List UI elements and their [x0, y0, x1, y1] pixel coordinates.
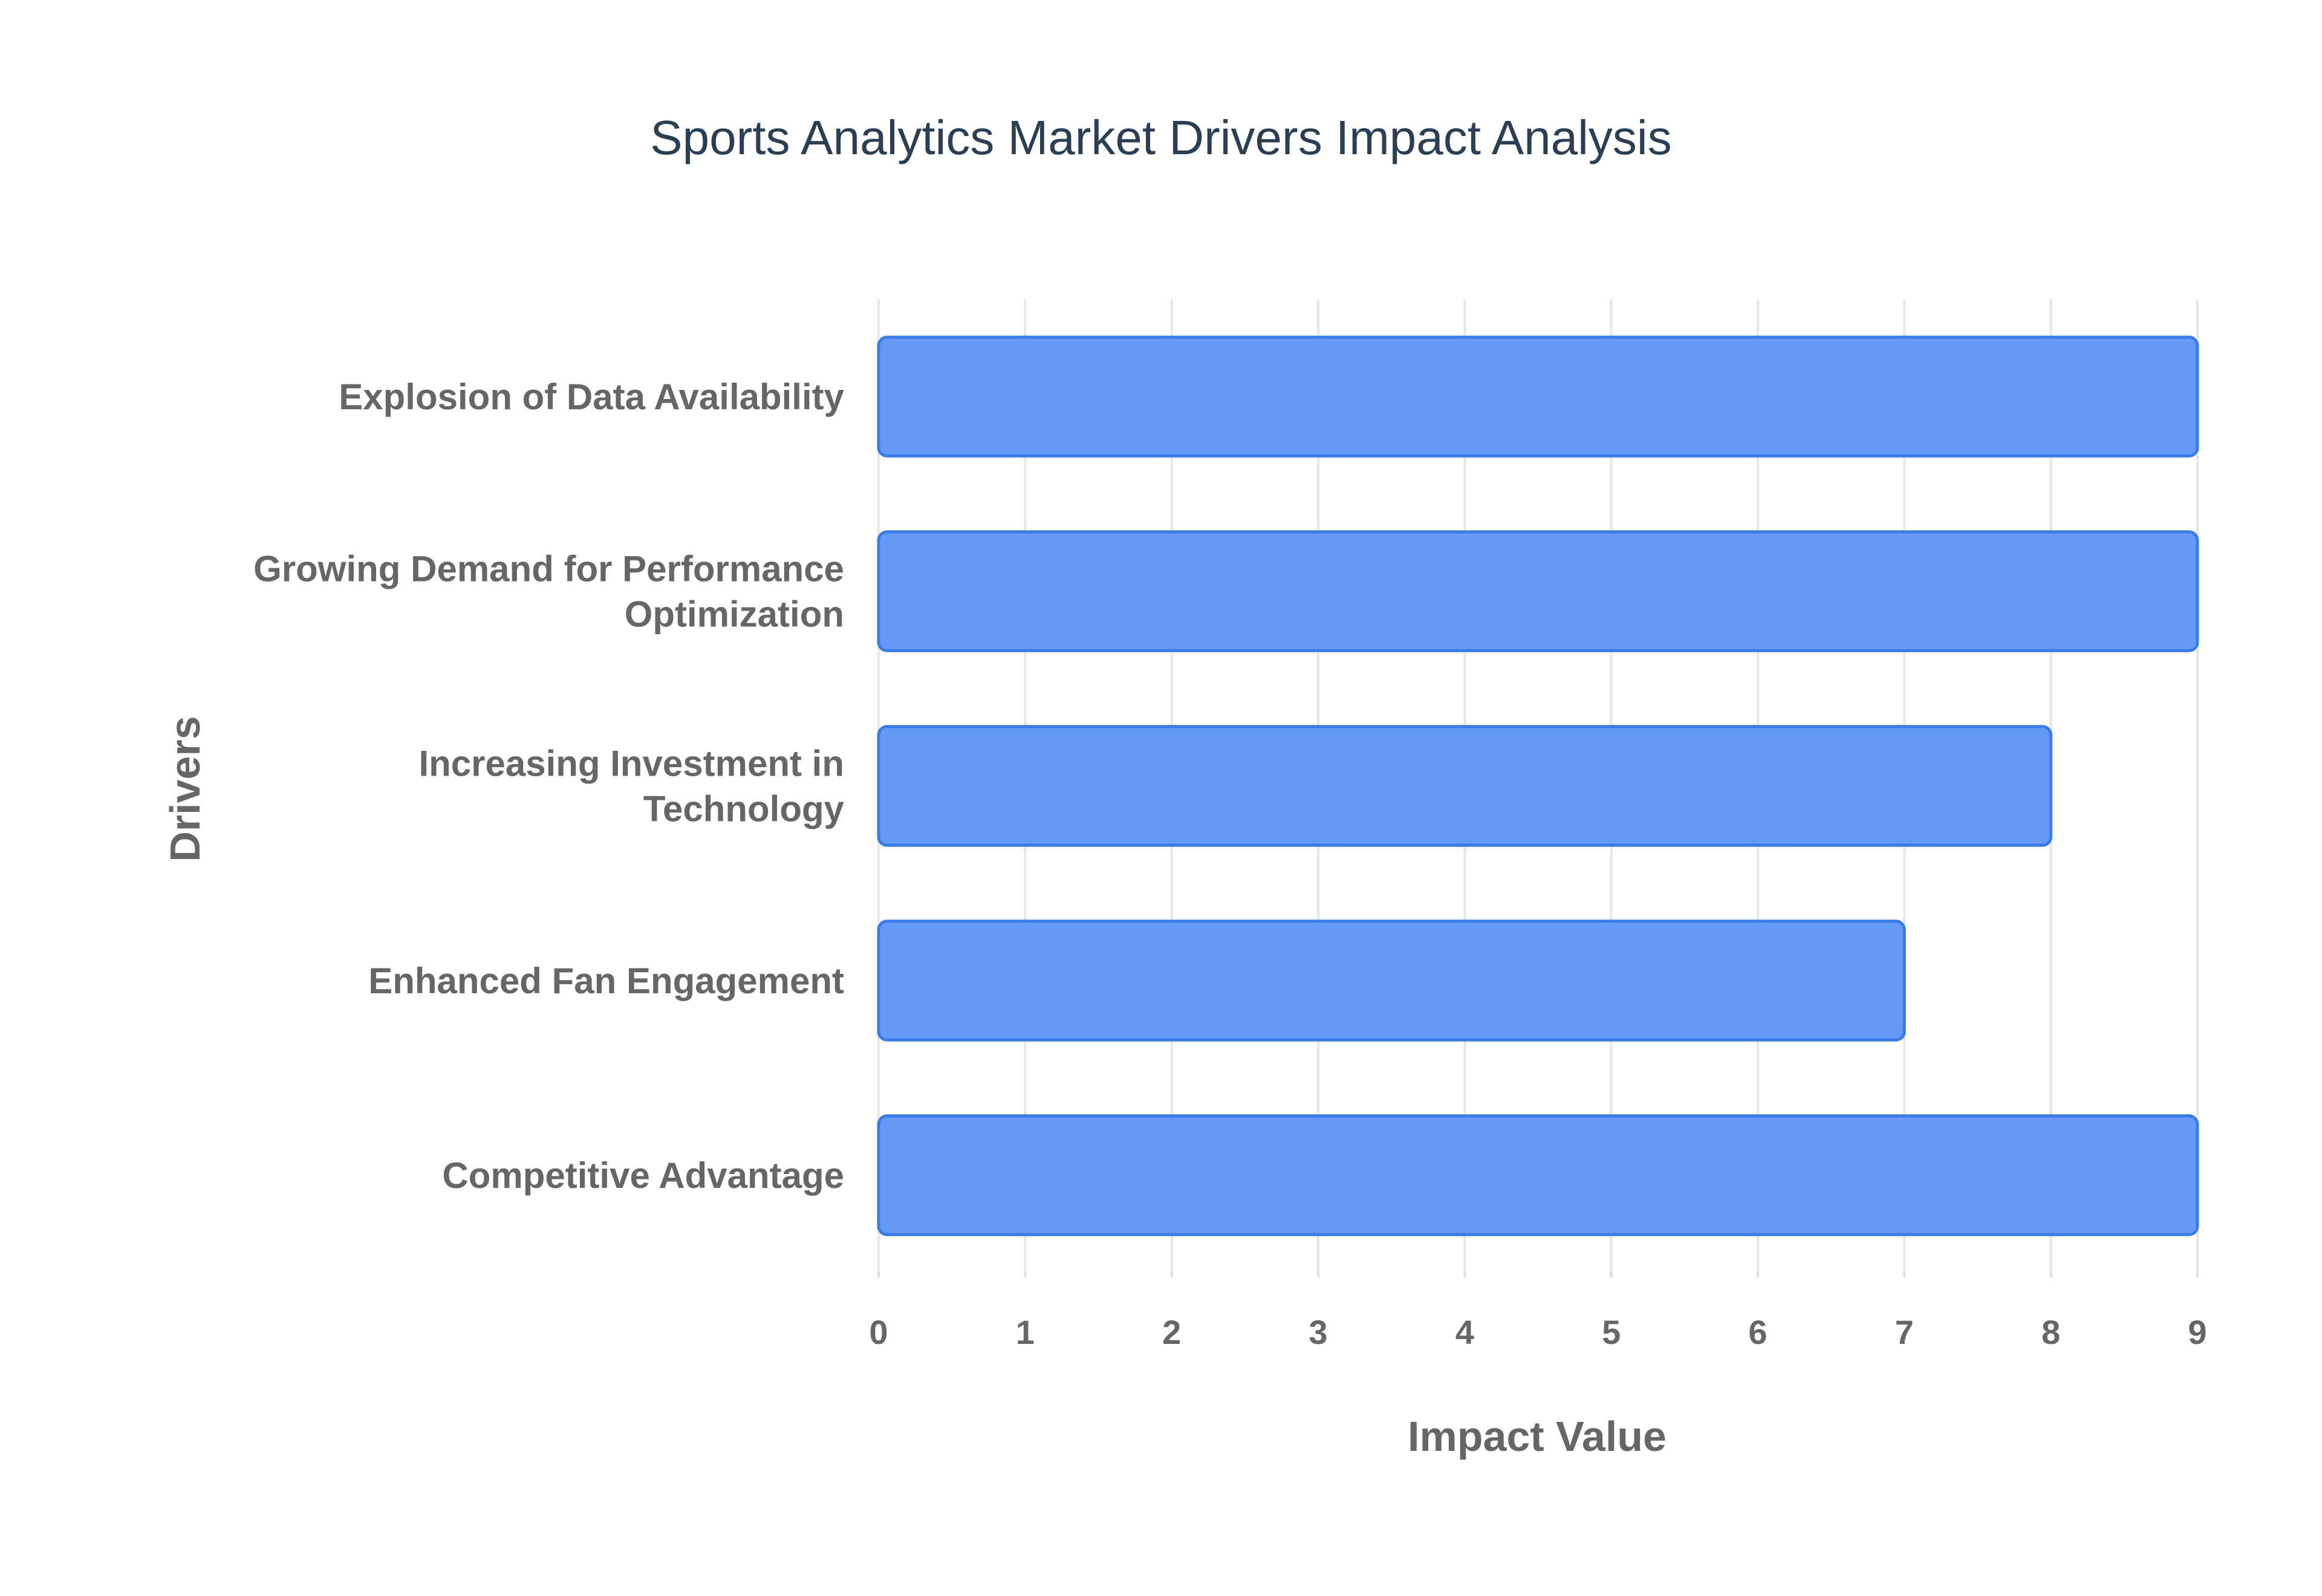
chart-title: Sports Analytics Market Drivers Impact A… — [650, 111, 1671, 164]
bars — [877, 336, 2199, 1236]
x-tick-label: 4 — [1455, 1313, 1474, 1351]
bar — [877, 920, 1906, 1042]
x-tick-label: 2 — [1162, 1313, 1181, 1351]
x-tick-label: 5 — [1602, 1313, 1621, 1351]
x-tick-label: 7 — [1895, 1313, 1914, 1351]
x-axis-title: Impact Value — [1408, 1413, 1667, 1460]
x-tick-label: 9 — [2188, 1313, 2207, 1351]
category-labels: Explosion of Data Availability Growing De… — [253, 377, 844, 1196]
category-label: Growing Demand for Performance Optimizati… — [253, 549, 844, 635]
y-axis-title: Drivers — [161, 716, 209, 861]
category-label: Explosion of Data Availability — [339, 377, 844, 417]
category-label: Enhanced Fan Engagement — [368, 961, 844, 1001]
x-tick-label: 0 — [869, 1313, 888, 1351]
x-tick-labels: 0 1 2 3 4 5 6 7 8 9 — [869, 1313, 2207, 1351]
x-tick-label: 6 — [1748, 1313, 1767, 1351]
bar — [877, 725, 2053, 847]
x-tick-label: 1 — [1016, 1313, 1035, 1351]
bar — [877, 530, 2199, 652]
category-label: Increasing Investment in Technology — [418, 744, 844, 829]
bar — [877, 1114, 2199, 1236]
x-tick-label: 8 — [2041, 1313, 2060, 1351]
x-tick-label: 3 — [1309, 1313, 1327, 1351]
category-label: Competitive Advantage — [442, 1155, 844, 1196]
bar — [877, 336, 2199, 458]
